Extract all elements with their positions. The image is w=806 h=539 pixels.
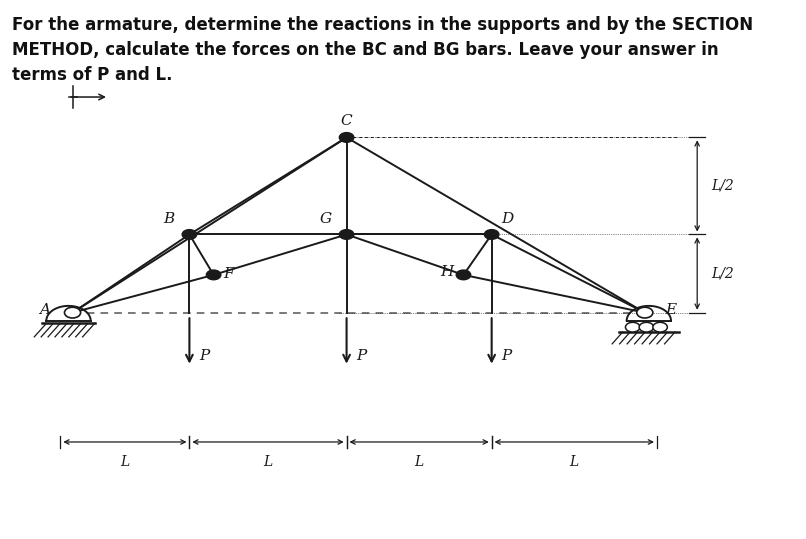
Text: A: A xyxy=(39,303,50,317)
Text: P: P xyxy=(199,349,210,363)
Text: B: B xyxy=(164,212,175,226)
Circle shape xyxy=(625,322,640,332)
Circle shape xyxy=(64,307,81,318)
Text: L/2: L/2 xyxy=(712,179,734,193)
Circle shape xyxy=(339,133,354,142)
Text: F: F xyxy=(223,267,234,281)
Text: For the armature, determine the reactions in the supports and by the SECTION
MET: For the armature, determine the reaction… xyxy=(12,16,754,84)
Text: L: L xyxy=(414,455,424,469)
Text: L/2: L/2 xyxy=(712,267,734,280)
Text: L: L xyxy=(120,455,130,469)
Text: D: D xyxy=(501,212,513,226)
Text: P: P xyxy=(501,349,512,363)
Text: E: E xyxy=(665,303,676,317)
Circle shape xyxy=(653,322,667,332)
Circle shape xyxy=(456,270,471,280)
Text: C: C xyxy=(341,114,352,128)
Circle shape xyxy=(339,230,354,239)
Circle shape xyxy=(637,307,653,318)
Text: G: G xyxy=(320,212,332,226)
Text: H: H xyxy=(441,265,454,279)
Circle shape xyxy=(182,230,197,239)
Circle shape xyxy=(484,230,499,239)
Circle shape xyxy=(639,322,654,332)
Text: L: L xyxy=(570,455,579,469)
Text: L: L xyxy=(264,455,272,469)
Text: P: P xyxy=(356,349,367,363)
Circle shape xyxy=(206,270,221,280)
